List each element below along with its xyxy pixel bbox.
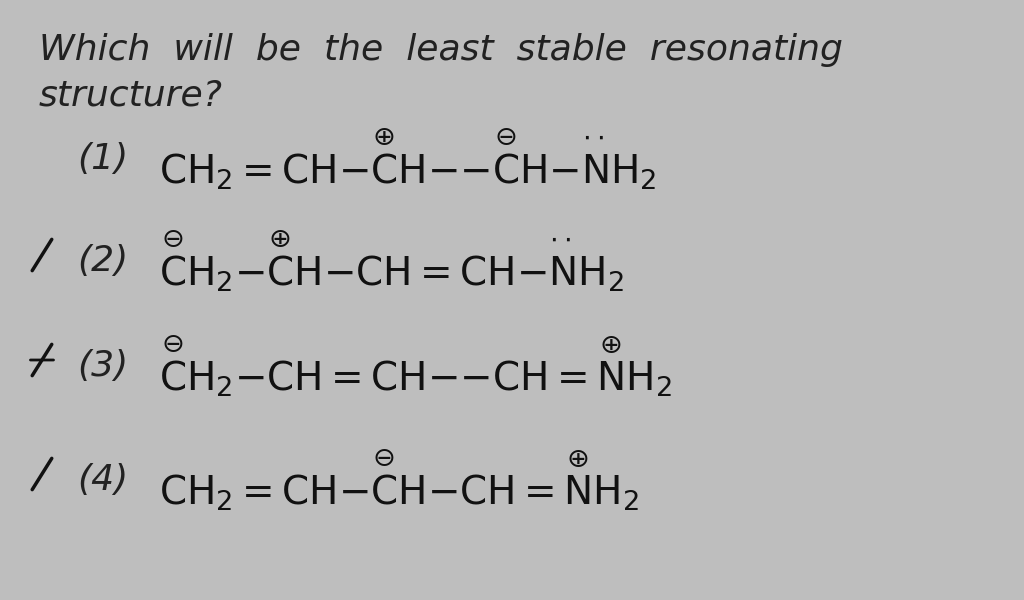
Text: $\rm CH_2{=}CH{-}\overset{\oplus}{C}H{-}{-}\overset{\ominus}{C}H{-}\overset{\cdo: $\rm CH_2{=}CH{-}\overset{\oplus}{C}H{-}…	[159, 126, 656, 192]
Text: (3): (3)	[77, 349, 128, 383]
Text: Which  will  be  the  least  stable  resonating: Which will be the least stable resonatin…	[39, 33, 843, 67]
Text: (4): (4)	[77, 463, 128, 497]
Text: $\rm \overset{\ominus}{C}H_2{-}\overset{\oplus}{C}H{-}CH{=}CH{-}\overset{\cdot\c: $\rm \overset{\ominus}{C}H_2{-}\overset{…	[159, 228, 624, 294]
Text: (2): (2)	[77, 244, 128, 278]
Text: structure?: structure?	[39, 78, 223, 112]
Text: $\rm \overset{\ominus}{C}H_2{-}CH{=}CH{-}{-}CH{=}\overset{\oplus}{N}H_2$: $\rm \overset{\ominus}{C}H_2{-}CH{=}CH{-…	[159, 333, 672, 399]
Text: $\rm CH_2{=}CH{-}\overset{\ominus}{C}H{-}CH{=}\overset{\oplus}{N}H_2$: $\rm CH_2{=}CH{-}\overset{\ominus}{C}H{-…	[159, 447, 639, 513]
Text: (1): (1)	[77, 142, 128, 176]
